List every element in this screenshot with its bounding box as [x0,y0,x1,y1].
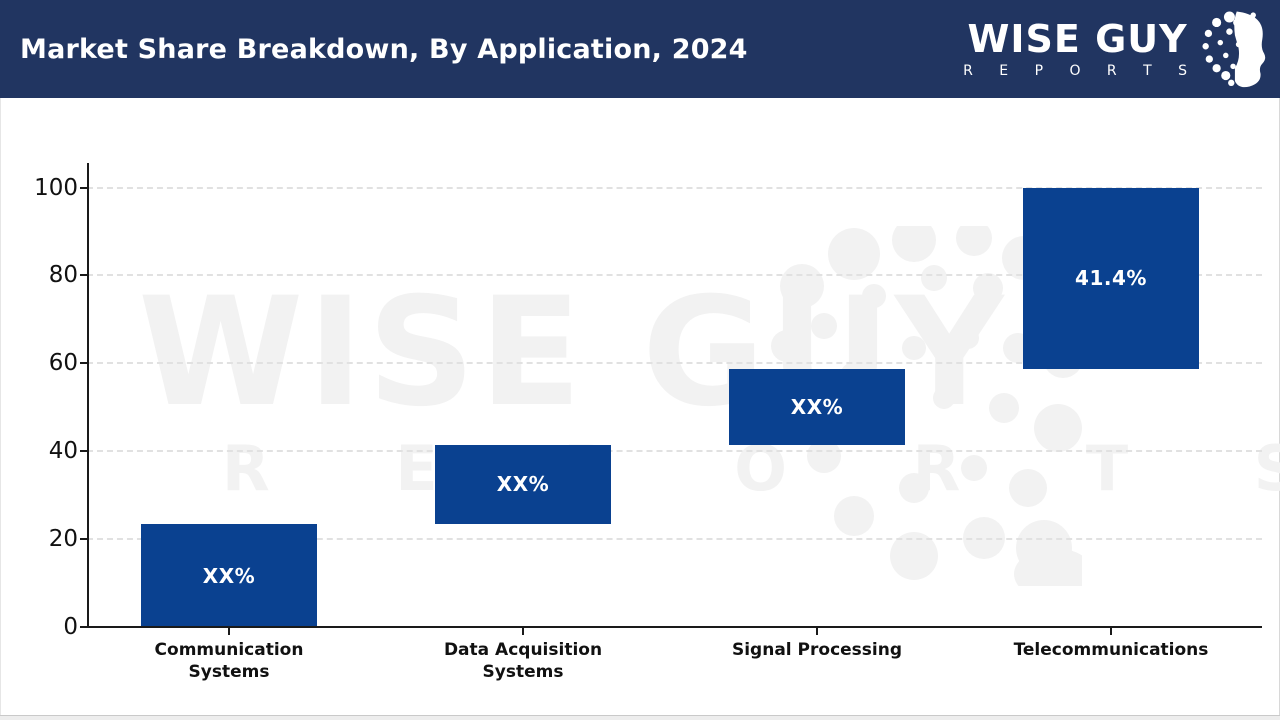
y-tick-mark-100 [80,186,88,189]
gridline-20 [87,538,1262,541]
y-tick-label-20: 20 [48,526,78,553]
gridline-100 [87,186,1262,189]
bar-value-label: XX% [790,395,844,419]
x-tick-mark-0 [228,628,230,635]
y-tick-mark-20 [80,538,88,541]
watermark-subtitle: R E P O R T S [222,432,1280,505]
logo-wordmark: WISE GUY R E P O R T S [957,20,1198,78]
gridline-60 [87,362,1262,365]
x-category-label-3: Telecommunications [1013,640,1209,660]
y-tick-label-40: 40 [48,438,78,465]
bottom-strip [0,715,1280,720]
y-tick-label-100: 100 [34,174,78,201]
y-axis-line [87,163,89,628]
x-axis-line [87,626,1262,628]
bar-value-label: 41.4% [1075,266,1147,291]
y-tick-label-0: 0 [63,614,78,640]
y-tick-mark-80 [80,274,88,277]
logo-wordmark-line1: WISE GUY [967,17,1188,61]
y-tick-label-80: 80 [48,262,78,289]
x-category-label-1: Data Acquisition Systems [443,640,603,683]
bar-telecommunications: 41.4% [1023,187,1199,370]
chart-title: Market Share Breakdown, By Application, … [20,33,748,65]
x-tick-mark-3 [1110,628,1112,635]
wise-guy-logo: WISE GUY R E P O R T S [957,7,1280,91]
x-category-label-0: Communication Systems [154,640,304,683]
y-tick-label-60: 60 [48,350,78,377]
bar-signal-processing: XX% [729,369,905,445]
report-header: Market Share Breakdown, By Application, … [0,0,1280,98]
logo-face-icon [1202,11,1266,88]
y-tick-mark-40 [80,450,88,453]
y-tick-mark-60 [80,362,88,365]
x-tick-mark-1 [522,628,524,635]
gridline-80 [87,274,1262,277]
logo-wordmark-line2: R E P O R T S [963,63,1198,79]
gridline-40 [87,450,1262,453]
bar-value-label: XX% [202,563,256,588]
bar-data-acquisition-systems: XX% [435,444,611,525]
y-tick-mark-0 [80,626,88,628]
bar-value-label: XX% [496,472,550,497]
bar-communication-systems: XX% [141,524,317,627]
x-category-label-2: Signal Processing [731,640,903,660]
x-tick-mark-2 [816,628,818,635]
